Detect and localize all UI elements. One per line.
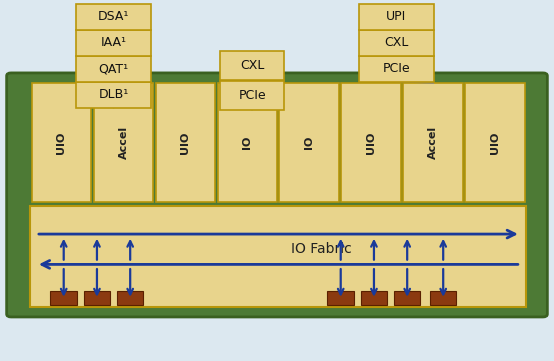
Text: PCIe: PCIe [382,62,410,75]
Bar [220,81,284,110]
Text: CXL: CXL [240,59,264,72]
Bar [76,30,151,56]
Bar [117,291,143,305]
FancyBboxPatch shape [7,73,547,317]
Bar [394,291,420,305]
Text: UIO: UIO [57,131,66,154]
Bar [32,83,91,202]
Bar [430,291,456,305]
Bar [76,82,151,108]
Bar [50,291,77,305]
Text: UPI: UPI [386,10,406,23]
Bar [359,30,433,56]
Text: QAT¹: QAT¹ [99,62,129,75]
Bar [84,291,110,305]
Bar [30,206,526,307]
Text: IO Fabric: IO Fabric [291,242,352,256]
Bar [327,291,354,305]
Bar [359,4,433,30]
Bar [76,56,151,82]
Text: DSA¹: DSA¹ [98,10,129,23]
Bar [280,83,339,202]
Bar [94,83,153,202]
Text: Accel: Accel [428,126,438,159]
Bar [359,56,433,82]
Text: UIO: UIO [490,131,500,154]
Bar [220,51,284,80]
Text: UIO: UIO [181,131,191,154]
Bar [465,83,525,202]
Text: Accel: Accel [119,126,129,159]
Bar [341,83,401,202]
Text: CXL: CXL [384,36,408,49]
Bar [218,83,277,202]
Text: PCIe: PCIe [238,89,266,102]
Bar [156,83,216,202]
Bar [361,291,387,305]
Text: UIO: UIO [366,131,376,154]
Text: IO: IO [243,136,253,149]
Bar [403,83,463,202]
Text: IO: IO [304,136,314,149]
Text: IAA¹: IAA¹ [101,36,126,49]
Bar [76,4,151,30]
Text: DLB¹: DLB¹ [99,88,129,101]
